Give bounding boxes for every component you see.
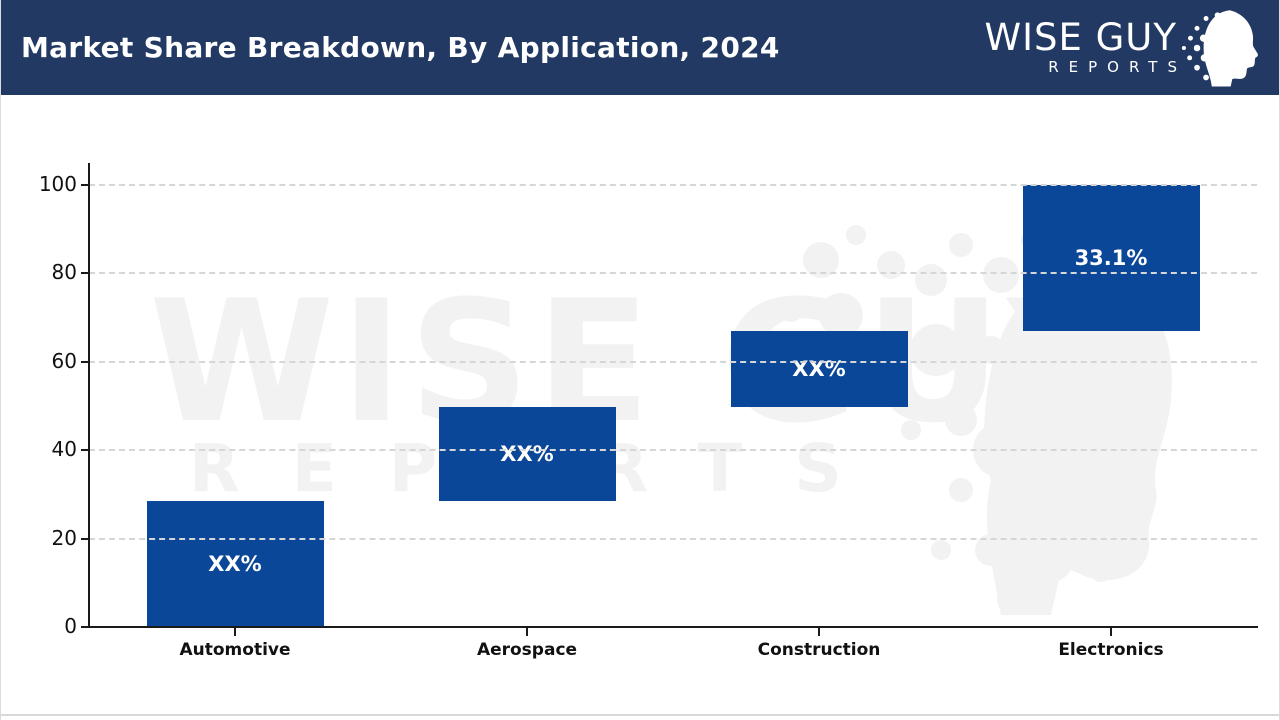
bar-value-label: XX% (208, 552, 262, 577)
x-tick-mark (526, 628, 528, 636)
x-tick-mark (234, 628, 236, 636)
y-tick-mark (81, 360, 88, 363)
y-tick-label: 0 (64, 614, 77, 638)
logo-subtitle: REPORTS (1048, 58, 1187, 76)
y-tick-mark (81, 449, 88, 452)
bar-construction: XX% (730, 331, 908, 407)
gridline (89, 360, 1257, 363)
y-tick-mark (81, 537, 88, 540)
y-tick-label: 40 (51, 437, 77, 462)
y-tick-label: 80 (51, 260, 77, 285)
x-tick-mark (1110, 628, 1112, 636)
header-bar: Market Share Breakdown, By Application, … (1, 0, 1279, 95)
bottom-border (1, 714, 1279, 716)
x-category-label-electronics: Electronics (1058, 640, 1164, 660)
bar-automotive: XX% (146, 501, 324, 627)
y-tick-label: 100 (38, 172, 77, 196)
gridline (89, 184, 1257, 186)
page-title: Market Share Breakdown, By Application, … (21, 31, 780, 64)
y-tick-label: 20 (51, 525, 77, 550)
x-category-label-aerospace: Aerospace (476, 640, 578, 660)
y-tick-mark (81, 626, 88, 628)
y-tick-mark (81, 184, 88, 186)
bar-value-label: XX% (500, 442, 554, 467)
x-category-label-automotive: Automotive (179, 640, 291, 660)
x-category-label-construction: Construction (757, 640, 881, 660)
logo-face-icon (1181, 9, 1258, 87)
bar-value-label: 33.1% (1074, 246, 1148, 271)
gridline (89, 537, 1257, 540)
x-axis-line (88, 626, 1258, 628)
y-tick-label: 60 (51, 348, 77, 373)
x-tick-mark (818, 628, 820, 636)
gridline (89, 449, 1257, 452)
bar-aerospace: XX% (438, 406, 616, 502)
wise-guy-logo: WISE GUY REPORTS (985, 7, 1261, 89)
y-axis-line (88, 163, 90, 628)
logo-text: WISE GUY REPORTS (984, 16, 1178, 76)
bar-electronics: 33.1% (1022, 185, 1200, 332)
logo-wordmark: WISE GUY (984, 16, 1177, 59)
y-tick-mark (81, 272, 88, 275)
gridline (89, 272, 1257, 275)
